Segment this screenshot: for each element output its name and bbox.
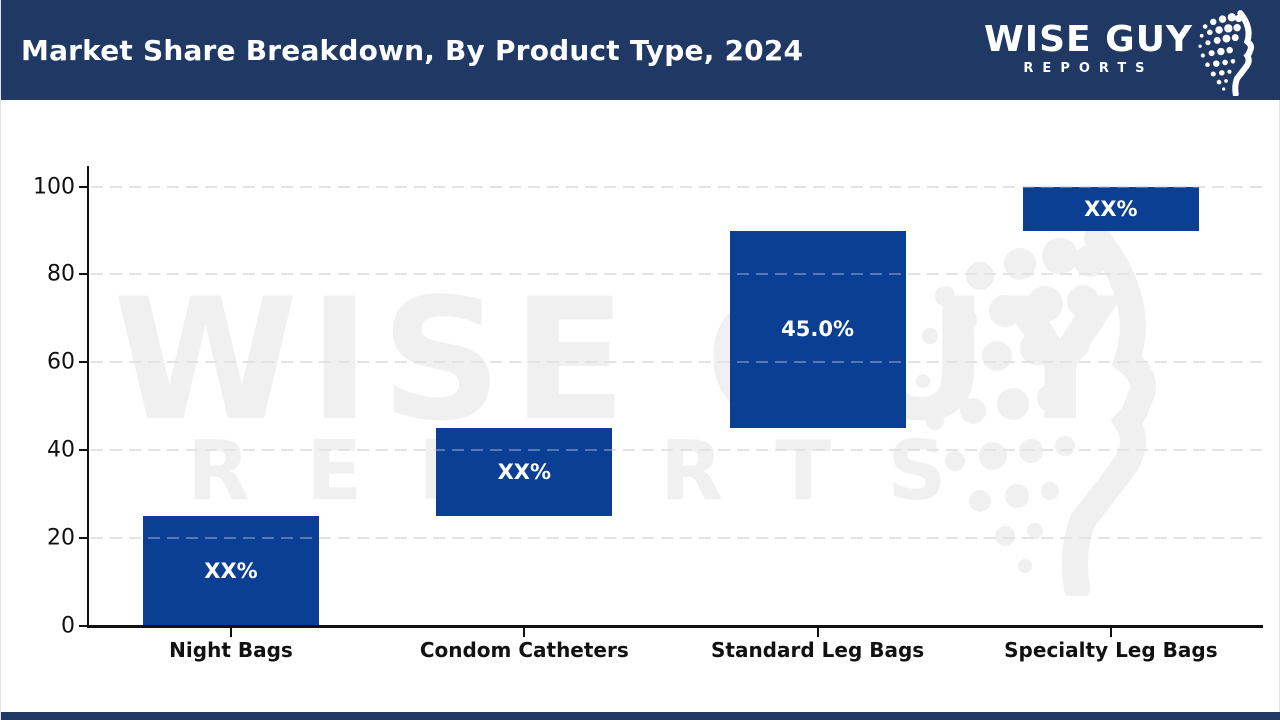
x-tick-mark (816, 628, 819, 637)
bar-value-label: 45.0% (781, 317, 855, 342)
y-tick-label: 40 (47, 437, 75, 463)
face-watermark (916, 225, 1156, 596)
gridline (91, 537, 1263, 540)
gridline-overlay (91, 449, 1263, 452)
y-tick-label: 100 (33, 174, 75, 200)
gridline-overlay (91, 361, 1263, 364)
y-axis-spine (87, 166, 89, 627)
gridline-overlay (91, 185, 1263, 188)
x-tick-label: Condom Catheters (419, 638, 629, 662)
y-tick-mark (79, 361, 88, 364)
bar-condom-catheters: XX% (436, 428, 613, 517)
gridline (91, 185, 1263, 188)
y-tick-label: 0 (61, 613, 75, 639)
gridline (91, 449, 1263, 452)
bar-night-bags: XX% (143, 516, 319, 626)
y-tick-label: 80 (47, 261, 75, 287)
y-tick-mark (79, 449, 88, 452)
y-tick-label: 20 (47, 525, 75, 551)
brand-logo-text: WISE GUY REPORTS (983, 19, 1193, 77)
x-axis-spine (87, 625, 1263, 628)
footer-band (1, 712, 1280, 720)
x-tick-mark (1109, 628, 1112, 637)
gridline (91, 361, 1263, 364)
bar-value-label: XX% (204, 559, 258, 584)
bar-value-label: XX% (497, 460, 552, 485)
bar-specialty-leg-bags: XX% (1022, 186, 1199, 231)
x-tick-mark (230, 628, 232, 637)
brand-logo-reports: REPORTS (1023, 61, 1154, 76)
x-tick-mark (523, 628, 526, 637)
bar-value-label: XX% (1084, 196, 1138, 221)
x-tick-label: Specialty Leg Bags (1004, 638, 1218, 662)
brand-logo: WISE GUY REPORTS (984, 6, 1263, 96)
gridline-overlay (91, 273, 1263, 276)
brand-logo-wise-guy: WISE GUY (983, 19, 1193, 60)
y-tick-mark (79, 625, 88, 627)
gridline-overlay (91, 537, 1263, 540)
y-tick-mark (79, 273, 88, 276)
brand-face-icon (1198, 10, 1255, 96)
x-tick-label: Standard Leg Bags (710, 638, 925, 662)
header-band: Market Share Breakdown, By Product Type,… (1, 0, 1280, 100)
gridline (91, 273, 1263, 276)
y-tick-mark (79, 537, 88, 540)
chart-title: Market Share Breakdown, By Product Type,… (21, 33, 804, 67)
x-tick-label: Night Bags (169, 638, 293, 662)
bar-standard-leg-bags: 45.0% (729, 230, 906, 429)
y-tick-mark (79, 185, 88, 188)
y-tick-label: 60 (47, 349, 75, 375)
